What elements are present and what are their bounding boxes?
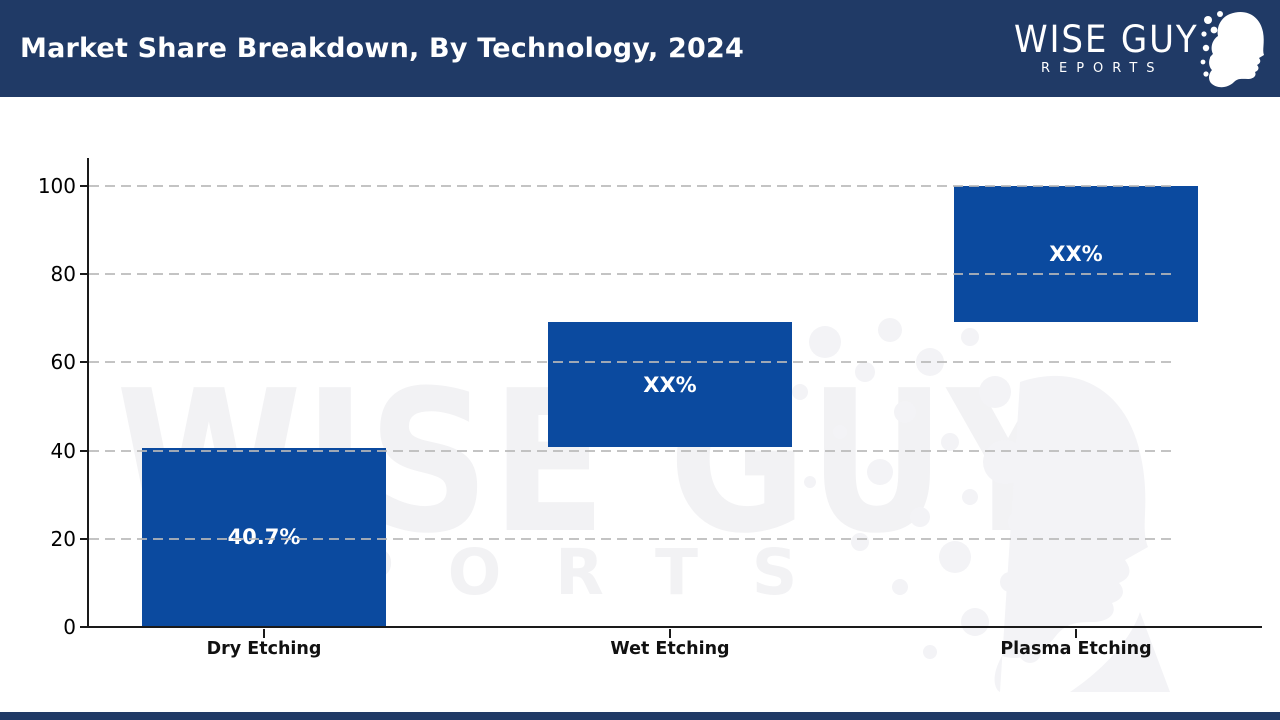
x-tick-mark bbox=[669, 629, 671, 638]
logo-wordmark: WISE GUY bbox=[1013, 18, 1198, 61]
y-tick-mark bbox=[80, 449, 88, 452]
gridline-40 bbox=[89, 449, 1173, 452]
y-tick-mark bbox=[80, 626, 88, 628]
x-tick-mark bbox=[263, 629, 265, 638]
wiseguy-face-icon bbox=[1200, 10, 1264, 87]
gridline-100 bbox=[89, 185, 1173, 187]
gridline-60 bbox=[89, 361, 1173, 364]
y-tick-label: 80 bbox=[50, 262, 76, 287]
y-axis-line bbox=[87, 158, 89, 627]
y-tick-mark bbox=[80, 537, 88, 540]
footer-strip bbox=[0, 712, 1280, 720]
gridline-20 bbox=[89, 537, 1173, 540]
logo-subtitle: REPORTS bbox=[1040, 61, 1164, 76]
y-tick-label: 0 bbox=[63, 615, 76, 639]
watermark-face-icon bbox=[792, 318, 1170, 692]
page-title: Market Share Breakdown, By Technology, 2… bbox=[20, 33, 745, 64]
x-category-label: Dry Etching bbox=[206, 639, 322, 659]
y-tick-label: 40 bbox=[50, 438, 76, 463]
gridline-80 bbox=[89, 273, 1173, 276]
x-axis-line bbox=[87, 626, 1262, 628]
x-category-label: Plasma Etching bbox=[1000, 639, 1152, 659]
y-tick-mark bbox=[80, 273, 88, 276]
waterfall-bar-2 bbox=[548, 321, 792, 448]
logo-text: WISE GUY REPORTS bbox=[998, 21, 1198, 76]
bar-value-label: XX% bbox=[643, 372, 697, 397]
bar-value-label: 40.7% bbox=[227, 525, 301, 550]
wiseguy-logo: WISE GUY REPORTS bbox=[998, 8, 1266, 90]
bar-value-label: XX% bbox=[1049, 241, 1103, 266]
chart-area: WISE GUY REPORTS 40.7% XX% XX% 0 20 40 60 80 100… bbox=[0, 97, 1280, 712]
header: Market Share Breakdown, By Technology, 2… bbox=[0, 0, 1280, 97]
y-tick-mark bbox=[80, 361, 88, 364]
waterfall-bar-1 bbox=[142, 447, 386, 627]
x-category-label: Wet Etching bbox=[610, 639, 730, 659]
y-tick-label: 100 bbox=[37, 174, 76, 198]
y-tick-label: 60 bbox=[50, 350, 76, 375]
y-tick-label: 20 bbox=[50, 526, 76, 551]
waterfall-bar-3 bbox=[954, 186, 1198, 322]
x-tick-mark bbox=[1075, 629, 1077, 638]
y-tick-mark bbox=[80, 185, 88, 187]
